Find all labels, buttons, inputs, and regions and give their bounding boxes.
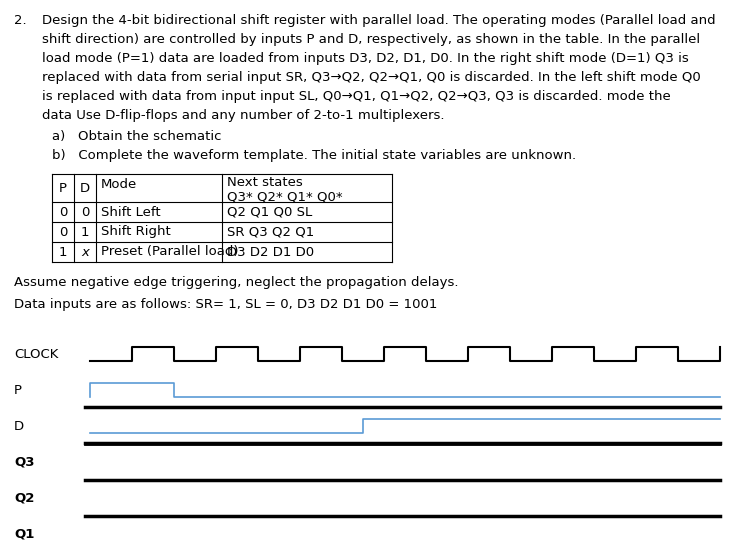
Text: Q1: Q1 — [14, 528, 35, 541]
Text: Next states
Q3* Q2* Q1* Q0*: Next states Q3* Q2* Q1* Q0* — [227, 176, 343, 204]
Text: D: D — [80, 182, 90, 194]
Text: x: x — [81, 245, 89, 259]
Text: D3 D2 D1 D0: D3 D2 D1 D0 — [227, 245, 314, 259]
Text: Preset (Parallel load): Preset (Parallel load) — [101, 245, 239, 259]
Text: Assume negative edge triggering, neglect the propagation delays.: Assume negative edge triggering, neglect… — [14, 276, 458, 289]
Text: Q2: Q2 — [14, 491, 35, 505]
Text: 2.: 2. — [14, 14, 27, 27]
Text: replaced with data from serial input SR, Q3→Q2, Q2→Q1, Q0 is discarded. In the l: replaced with data from serial input SR,… — [42, 71, 701, 84]
Text: a)   Obtain the schematic: a) Obtain the schematic — [52, 130, 222, 143]
Text: b)   Complete the waveform template. The initial state variables are unknown.: b) Complete the waveform template. The i… — [52, 149, 576, 162]
Text: Q3: Q3 — [14, 456, 35, 468]
Text: is replaced with data from input input SL, Q0→Q1, Q1→Q2, Q2→Q3, Q3 is discarded.: is replaced with data from input input S… — [42, 90, 671, 103]
Text: load mode (P=1) data are loaded from inputs D3, D2, D1, D0. In the right shift m: load mode (P=1) data are loaded from inp… — [42, 52, 689, 65]
Text: 0: 0 — [59, 226, 67, 238]
Text: 1: 1 — [58, 245, 67, 259]
Text: 1: 1 — [81, 226, 89, 238]
Text: CLOCK: CLOCK — [14, 348, 58, 361]
Text: Mode: Mode — [101, 178, 137, 191]
Text: SR Q3 Q2 Q1: SR Q3 Q2 Q1 — [227, 226, 314, 238]
Text: D: D — [14, 419, 24, 433]
Text: Design the 4-bit bidirectional shift register with parallel load. The operating : Design the 4-bit bidirectional shift reg… — [42, 14, 715, 27]
Text: Q2 Q1 Q0 SL: Q2 Q1 Q0 SL — [227, 205, 313, 219]
Text: 0: 0 — [59, 205, 67, 219]
Text: Shift Right: Shift Right — [101, 226, 171, 238]
Text: shift direction) are controlled by inputs P and D, respectively, as shown in the: shift direction) are controlled by input… — [42, 33, 700, 46]
Text: data Use D-flip-flops and any number of 2-to-1 multiplexers.: data Use D-flip-flops and any number of … — [42, 109, 444, 122]
Text: 0: 0 — [81, 205, 89, 219]
Text: P: P — [14, 384, 22, 396]
Text: Shift Left: Shift Left — [101, 205, 160, 219]
Text: Data inputs are as follows: SR= 1, SL = 0, D3 D2 D1 D0 = 1001: Data inputs are as follows: SR= 1, SL = … — [14, 298, 437, 311]
Text: P: P — [59, 182, 67, 194]
